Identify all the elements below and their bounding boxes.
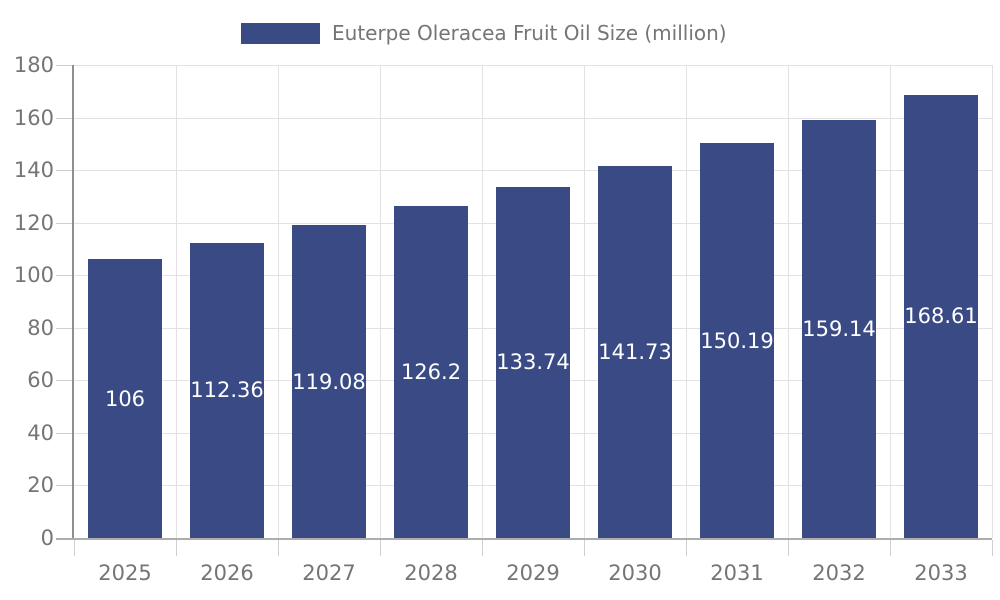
x-axis-tick-label: 2027 <box>302 561 356 585</box>
y-axis-tick-label: 20 <box>27 473 54 498</box>
y-axis-tick <box>56 485 74 487</box>
y-axis-tick-label: 180 <box>13 53 54 77</box>
y-axis-tick <box>56 222 74 224</box>
legend-swatch <box>241 22 320 44</box>
y-axis-tick <box>56 327 74 329</box>
y-axis-line <box>72 65 74 540</box>
x-axis-tick-label: 2029 <box>506 561 560 585</box>
x-axis-tick-label: 2028 <box>404 561 458 585</box>
y-axis-tick-label: 160 <box>13 105 54 130</box>
x-axis-tick-label: 2026 <box>200 561 254 585</box>
x-axis-tick <box>278 540 279 556</box>
bar-value-label: 150.19 <box>700 328 774 353</box>
x-axis-tick-label: 2033 <box>914 561 968 585</box>
bar-2030 <box>598 165 672 538</box>
y-axis-tick <box>56 170 74 172</box>
y-axis-tick-label: 120 <box>13 210 54 235</box>
gridline-horizontal <box>74 117 992 119</box>
gridline-vertical <box>380 65 381 538</box>
bar-value-label: 106 <box>104 386 146 411</box>
y-axis-tick <box>56 275 74 277</box>
x-axis-tick-label: 2030 <box>608 561 662 585</box>
x-axis-tick <box>380 540 381 556</box>
x-axis-tick <box>788 540 789 556</box>
y-axis-tick <box>56 65 74 66</box>
x-axis-tick-label: 2032 <box>812 561 866 585</box>
x-axis-tick-label: 2025 <box>98 561 152 585</box>
bar-value-label: 119.08 <box>292 369 366 394</box>
gridline-horizontal <box>74 65 992 66</box>
x-axis-tick <box>176 540 177 556</box>
bar-2027 <box>292 225 366 538</box>
gridline-vertical <box>176 65 177 538</box>
y-axis-tick-label: 0 <box>40 526 54 550</box>
bar-value-label: 159.14 <box>802 316 876 341</box>
y-axis-tick-label: 60 <box>27 368 54 393</box>
gridline-vertical <box>992 65 993 538</box>
y-axis-tick <box>56 117 74 119</box>
bar-2026 <box>190 242 264 538</box>
bar-value-label: 168.61 <box>904 304 978 329</box>
x-axis-tick <box>992 540 993 556</box>
gridline-vertical <box>482 65 483 538</box>
gridline-vertical <box>686 65 687 538</box>
y-axis-tick <box>56 432 74 434</box>
legend-label: Euterpe Oleracea Fruit Oil Size (million… <box>332 21 727 45</box>
bar-2025 <box>88 259 162 538</box>
bar-2028 <box>394 206 468 538</box>
bar-2029 <box>496 186 570 538</box>
y-axis-tick-label: 80 <box>27 315 54 340</box>
x-axis-tick <box>482 540 483 556</box>
x-axis-line <box>56 538 992 540</box>
bar-value-label: 141.73 <box>598 339 672 364</box>
bar-2032 <box>802 119 876 538</box>
gridline-vertical <box>890 65 891 538</box>
bar-value-label: 126.2 <box>400 360 462 385</box>
gridline-vertical <box>584 65 585 538</box>
x-axis-tick <box>686 540 687 556</box>
y-axis-tick-label: 100 <box>13 263 54 288</box>
legend-item[interactable]: Euterpe Oleracea Fruit Oil Size (million… <box>241 22 727 44</box>
bar-2031 <box>700 143 774 538</box>
x-axis-tick <box>584 540 585 556</box>
bar-2033 <box>904 94 978 538</box>
x-axis-tick <box>890 540 891 556</box>
gridline-vertical <box>788 65 789 538</box>
gridline-horizontal <box>74 170 992 172</box>
bar-value-label: 112.36 <box>190 378 264 403</box>
bar-value-label: 133.74 <box>496 350 570 375</box>
y-axis-tick-label: 40 <box>27 420 54 445</box>
y-axis-tick <box>56 380 74 382</box>
y-axis-tick-label: 140 <box>13 158 54 183</box>
x-axis-tick <box>74 540 75 556</box>
x-axis-tick-label: 2031 <box>710 561 764 585</box>
gridline-vertical <box>278 65 279 538</box>
